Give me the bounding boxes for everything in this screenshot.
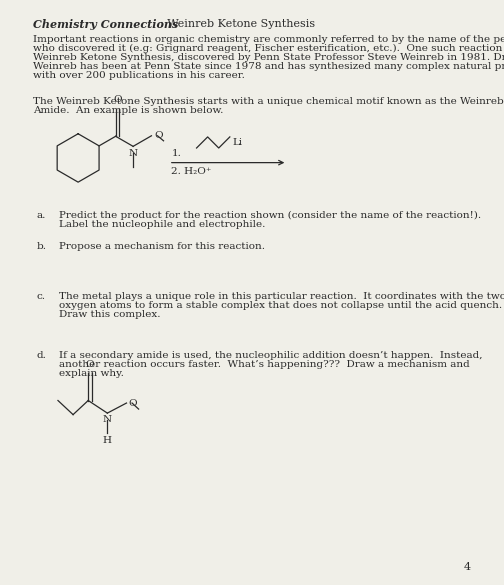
- Text: 2. H₂O⁺: 2. H₂O⁺: [171, 167, 212, 176]
- Text: Draw this complex.: Draw this complex.: [59, 310, 161, 319]
- Text: O: O: [113, 95, 122, 104]
- Text: 1.: 1.: [171, 149, 181, 158]
- Text: N: N: [129, 149, 138, 159]
- Text: Important reactions in organic chemistry are commonly referred to by the name of: Important reactions in organic chemistry…: [33, 35, 504, 44]
- Text: Weinreb has been at Penn State since 1978 and has synthesized many complex natur: Weinreb has been at Penn State since 197…: [33, 63, 504, 71]
- Text: c.: c.: [36, 292, 45, 301]
- Text: Chemistry Connections: Chemistry Connections: [33, 19, 178, 30]
- Text: d.: d.: [36, 351, 46, 360]
- Text: oxygen atoms to form a stable complex that does not collapse until the acid quen: oxygen atoms to form a stable complex th…: [59, 301, 502, 310]
- Text: : Weinreb Ketone Synthesis: : Weinreb Ketone Synthesis: [160, 19, 316, 29]
- Text: H: H: [103, 436, 112, 445]
- Text: O: O: [154, 131, 163, 140]
- Text: b.: b.: [36, 242, 46, 252]
- Text: Amide.  An example is shown below.: Amide. An example is shown below.: [33, 106, 223, 115]
- Text: The metal plays a unique role in this particular reaction.  It coordinates with : The metal plays a unique role in this pa…: [59, 292, 504, 301]
- Text: a.: a.: [36, 211, 46, 219]
- Text: Li: Li: [232, 137, 242, 147]
- Text: O: O: [85, 360, 94, 369]
- Text: 4: 4: [464, 562, 471, 572]
- Text: O: O: [128, 398, 137, 408]
- Text: If a secondary amide is used, the nucleophilic addition doesn’t happen.  Instead: If a secondary amide is used, the nucleo…: [59, 351, 483, 360]
- Text: The Weinreb Ketone Synthesis starts with a unique chemical motif known as the We: The Weinreb Ketone Synthesis starts with…: [33, 97, 503, 106]
- Text: another reaction occurs faster.  What’s happening???  Draw a mechanism and: another reaction occurs faster. What’s h…: [59, 360, 470, 369]
- Text: with over 200 publications in his career.: with over 200 publications in his career…: [33, 71, 244, 80]
- Text: Predict the product for the reaction shown (consider the name of the reaction!).: Predict the product for the reaction sho…: [59, 211, 482, 220]
- Text: explain why.: explain why.: [59, 369, 124, 378]
- Text: N: N: [103, 415, 112, 425]
- Text: Propose a mechanism for this reaction.: Propose a mechanism for this reaction.: [59, 242, 266, 252]
- Text: Label the nucleophile and electrophile.: Label the nucleophile and electrophile.: [59, 220, 266, 229]
- Text: Weinreb Ketone Synthesis, discovered by Penn State Professor Steve Weinreb in 19: Weinreb Ketone Synthesis, discovered by …: [33, 53, 504, 62]
- Text: who discovered it (e.g: Grignard reagent, Fischer esterification, etc.).  One su: who discovered it (e.g: Grignard reagent…: [33, 44, 504, 53]
